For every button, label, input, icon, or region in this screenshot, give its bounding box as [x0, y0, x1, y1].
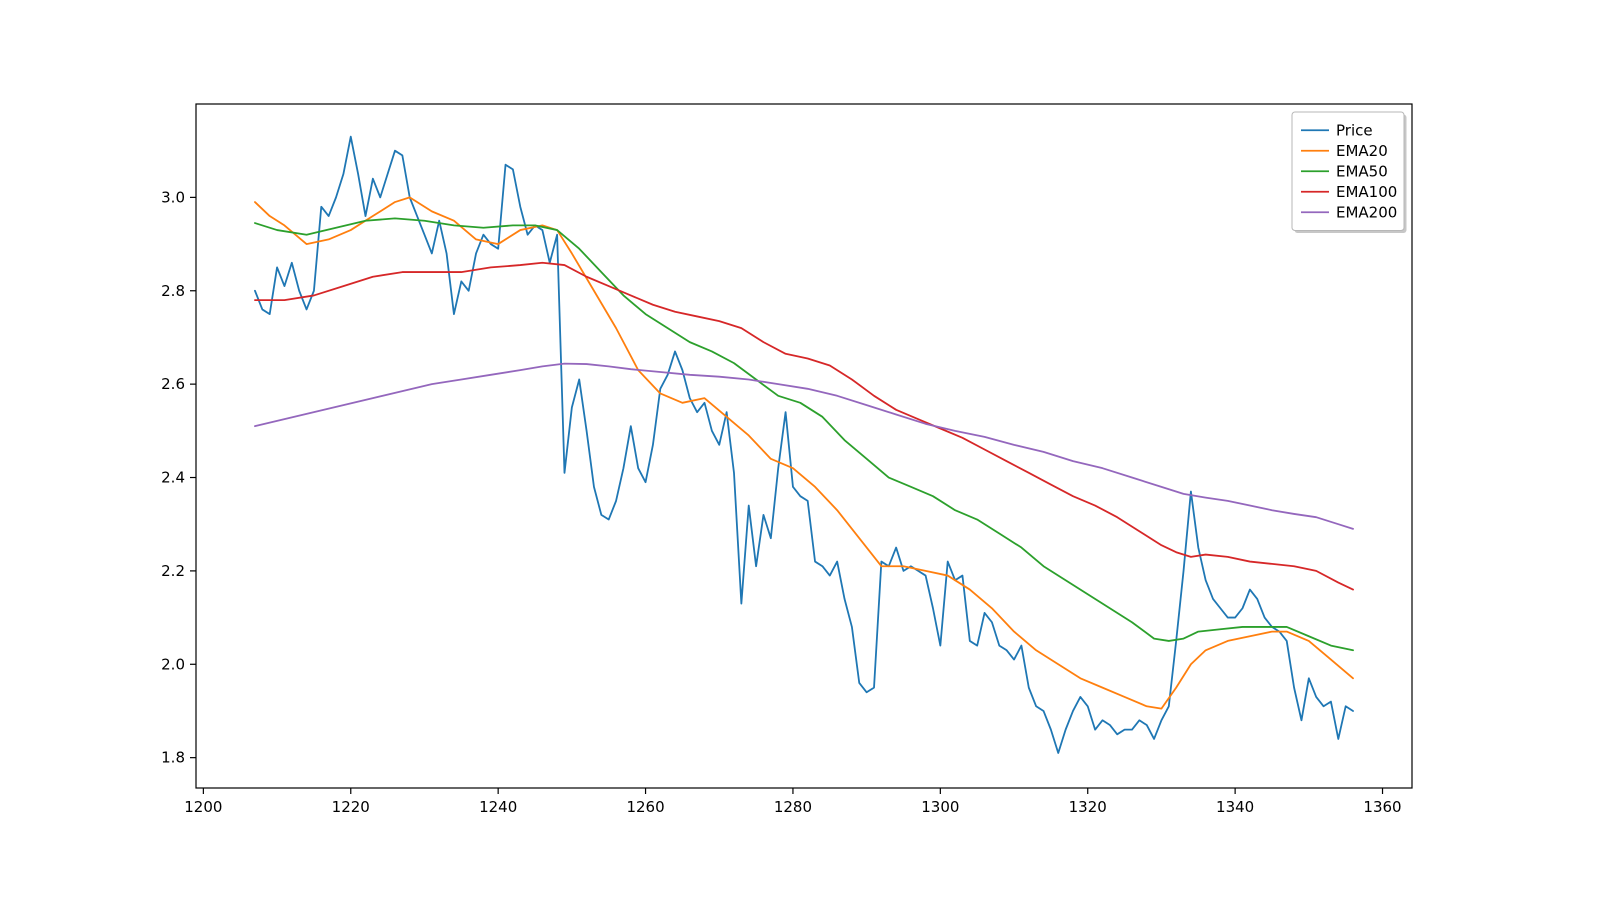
- axes-frame: [195, 103, 1413, 789]
- y-tick-label: 2.4: [161, 469, 185, 487]
- y-tick-label: 2.2: [161, 562, 185, 580]
- y-tick-label: 1.8: [161, 749, 185, 767]
- x-tick-label: 1360: [1363, 798, 1401, 816]
- series-line-ema100: [254, 261, 1354, 591]
- series-line-ema200: [254, 362, 1354, 530]
- legend-box: [1291, 111, 1405, 231]
- y-tick-label: 3.0: [161, 188, 185, 206]
- legend-label-ema50: EMA50: [1336, 162, 1388, 180]
- x-tick-label: 1300: [921, 798, 959, 816]
- series-line-ema20: [254, 196, 1354, 710]
- legend-label-ema20: EMA20: [1336, 142, 1388, 160]
- x-tick-label: 1340: [1216, 798, 1254, 816]
- series-line-ema50: [254, 217, 1354, 652]
- legend-label-price: Price: [1336, 121, 1373, 139]
- x-tick-label: 1320: [1069, 798, 1107, 816]
- plot-area: [196, 104, 1412, 788]
- x-tick-label: 1200: [184, 798, 222, 816]
- y-tick-label: 2.8: [161, 282, 185, 300]
- y-tick-label: 2.6: [161, 375, 185, 393]
- x-tick-label: 1260: [626, 798, 664, 816]
- legend-label-ema100: EMA100: [1336, 183, 1397, 201]
- x-tick-label: 1240: [479, 798, 517, 816]
- y-tick-label: 2.0: [161, 655, 185, 673]
- x-tick-label: 1220: [332, 798, 370, 816]
- legend-label-ema200: EMA200: [1336, 203, 1397, 221]
- x-tick-label: 1280: [774, 798, 812, 816]
